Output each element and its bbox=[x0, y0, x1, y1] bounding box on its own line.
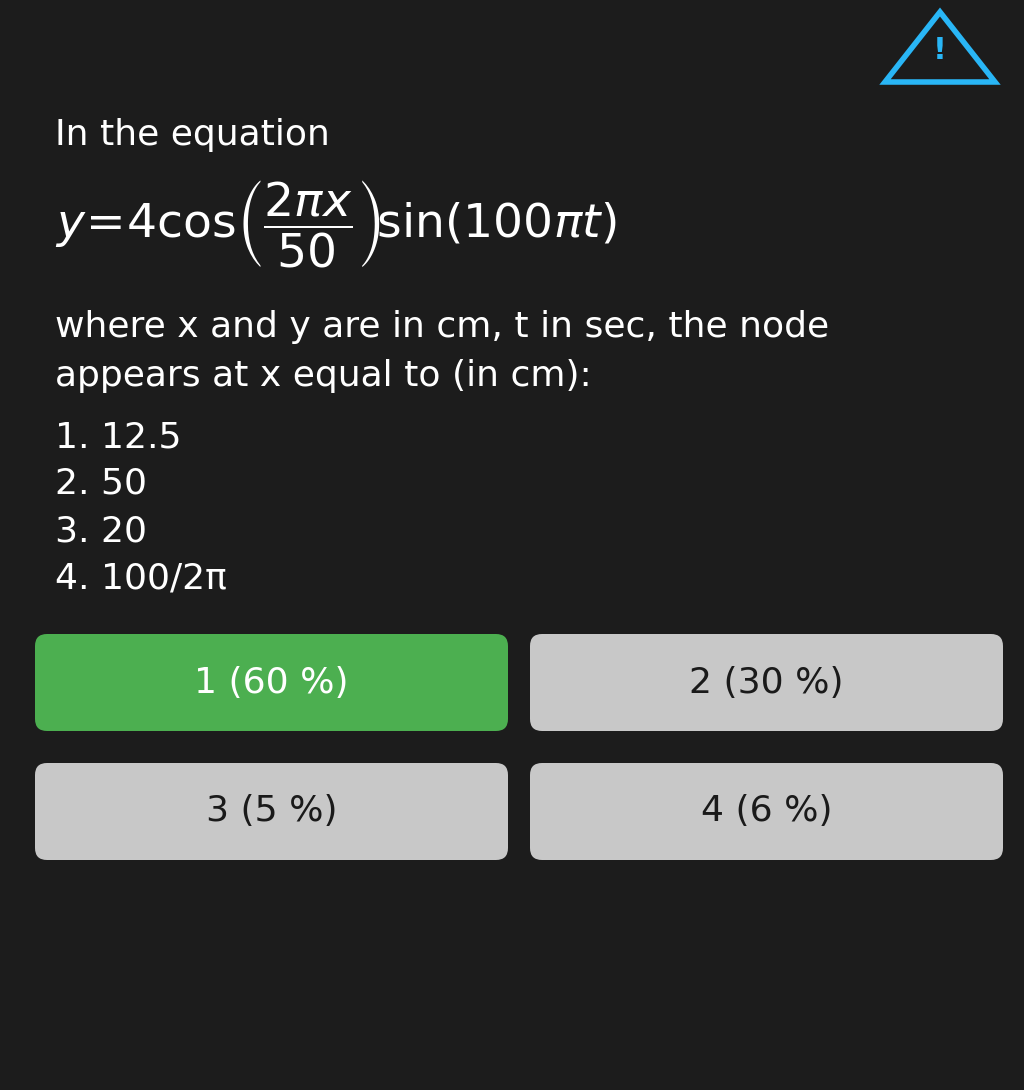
Text: 4. 100/2π: 4. 100/2π bbox=[55, 561, 227, 595]
Text: where x and y are in cm, t in sec, the node
appears at x equal to (in cm):: where x and y are in cm, t in sec, the n… bbox=[55, 310, 829, 392]
Text: 2 (30 %): 2 (30 %) bbox=[689, 666, 844, 700]
Text: 1 (60 %): 1 (60 %) bbox=[195, 666, 349, 700]
Text: 3. 20: 3. 20 bbox=[55, 514, 147, 548]
Text: In the equation: In the equation bbox=[55, 118, 330, 152]
Text: $y\!=\!4\cos\!\left(\dfrac{2\pi x}{50}\right)\!\sin(100\pi t)$: $y\!=\!4\cos\!\left(\dfrac{2\pi x}{50}\r… bbox=[55, 178, 616, 269]
FancyBboxPatch shape bbox=[35, 634, 508, 731]
Text: 2. 50: 2. 50 bbox=[55, 467, 147, 501]
FancyBboxPatch shape bbox=[530, 763, 1002, 860]
Text: !: ! bbox=[933, 36, 947, 65]
Text: 4 (6 %): 4 (6 %) bbox=[700, 795, 833, 828]
Text: 3 (5 %): 3 (5 %) bbox=[206, 795, 337, 828]
Text: 1. 12.5: 1. 12.5 bbox=[55, 420, 181, 455]
FancyBboxPatch shape bbox=[35, 763, 508, 860]
FancyBboxPatch shape bbox=[530, 634, 1002, 731]
